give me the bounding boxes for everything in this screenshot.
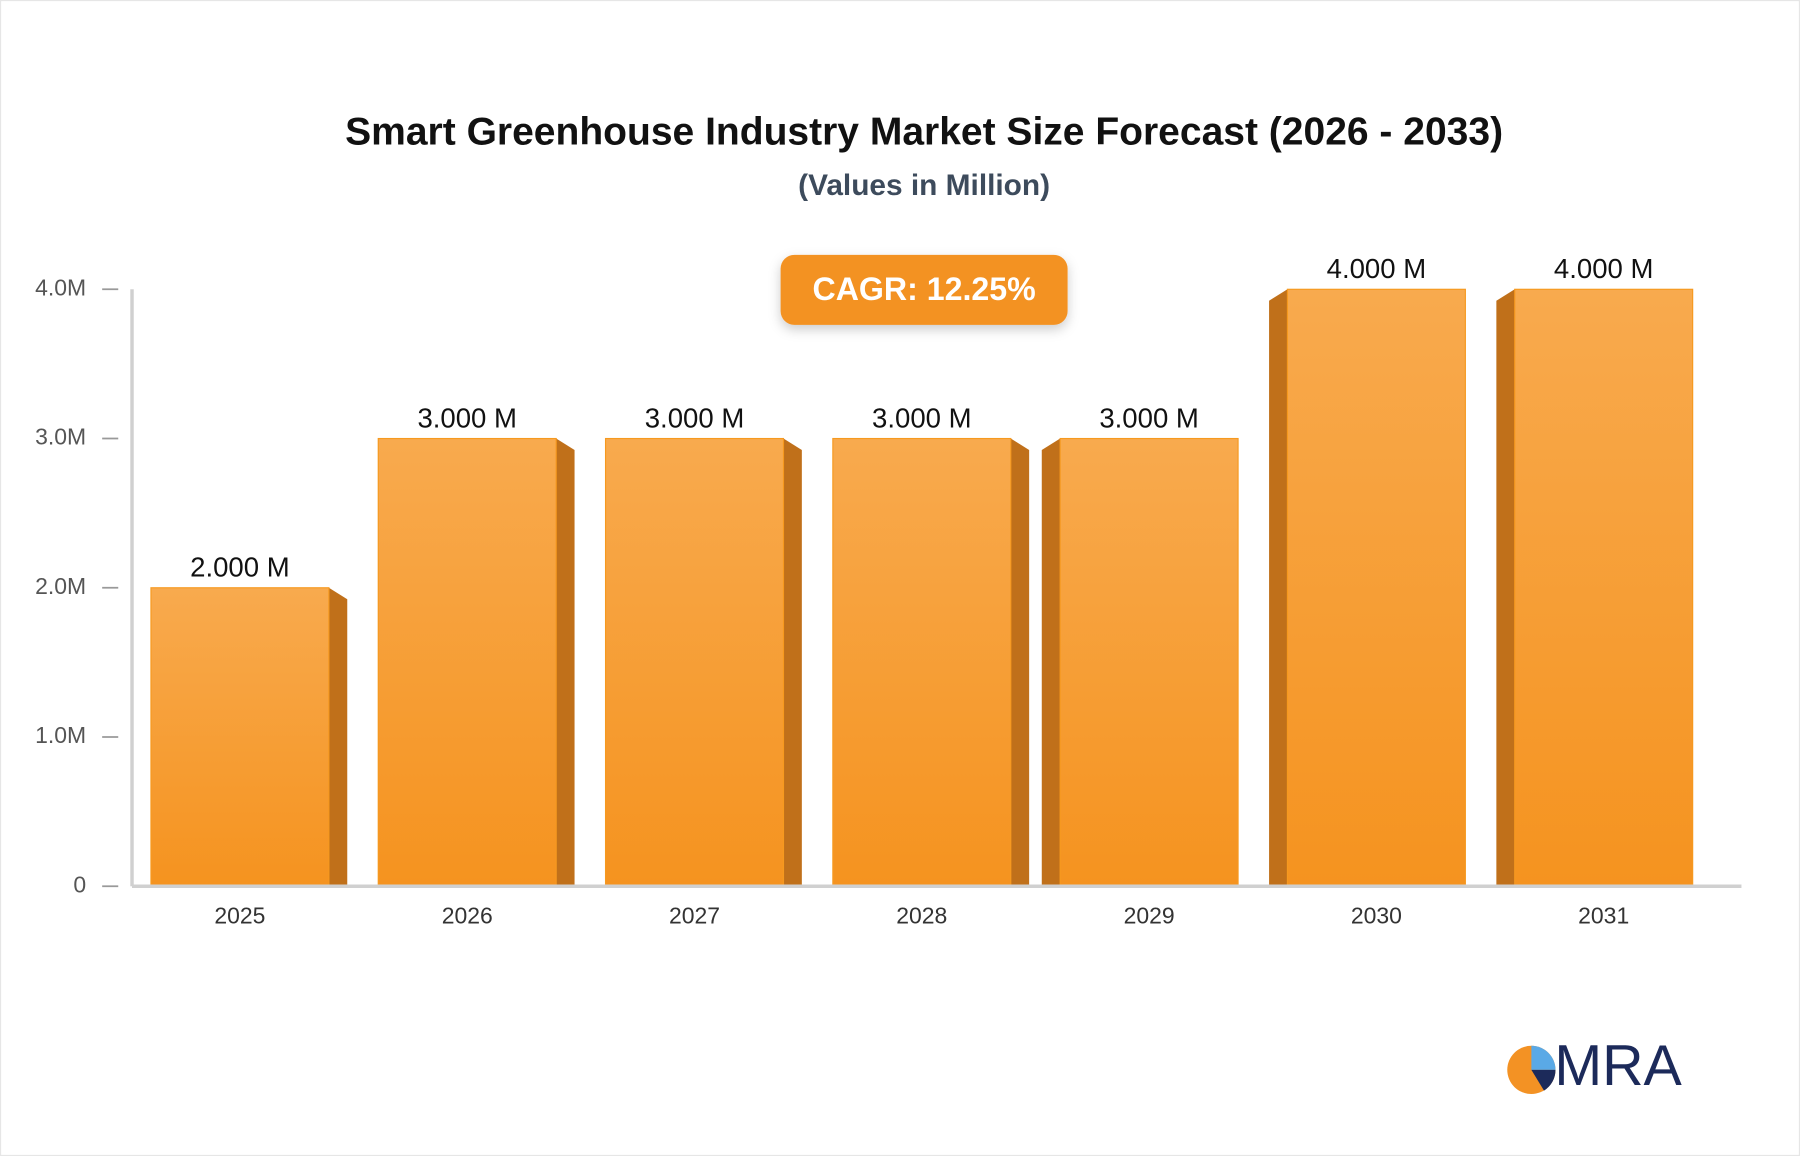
chart-title: Smart Greenhouse Industry Market Size Fo… bbox=[345, 111, 1503, 154]
bar-side bbox=[1010, 438, 1030, 887]
cagr-badge bbox=[780, 254, 1068, 325]
x-tick-label: 2026 bbox=[442, 902, 493, 928]
y-tick-label: 0 bbox=[73, 871, 86, 897]
bar bbox=[150, 587, 330, 887]
bar bbox=[1286, 288, 1466, 887]
bar bbox=[604, 437, 785, 887]
chart-subtitle: (Values in Million) bbox=[798, 169, 1050, 202]
value-label: 3.000 M bbox=[872, 402, 972, 433]
y-tick-label: 1.0M bbox=[35, 722, 86, 748]
bar bbox=[377, 437, 557, 887]
bar bbox=[832, 437, 1012, 887]
bar-side bbox=[783, 438, 802, 887]
y-tick-label: 4.0M bbox=[35, 274, 86, 300]
x-tick-label: 2029 bbox=[1124, 902, 1175, 928]
logo-text: MRA bbox=[1554, 1034, 1682, 1098]
cagr-label: CAGR: 12.25% bbox=[813, 271, 1036, 307]
value-label: 3.000 M bbox=[1099, 402, 1199, 433]
x-tick-label: 2030 bbox=[1351, 902, 1402, 928]
value-label: 3.000 M bbox=[417, 402, 517, 433]
bar-side bbox=[328, 587, 348, 887]
value-label: 3.000 M bbox=[645, 402, 745, 433]
x-tick-label: 2028 bbox=[896, 902, 947, 928]
value-label: 4.000 M bbox=[1554, 253, 1654, 284]
value-label: 4.000 M bbox=[1327, 253, 1427, 284]
bar-side bbox=[1041, 438, 1061, 887]
y-tick-label: 2.0M bbox=[35, 573, 86, 599]
bar-side bbox=[1496, 289, 1515, 887]
bar-side bbox=[556, 438, 575, 887]
bar bbox=[1059, 437, 1239, 887]
bar-side bbox=[1269, 289, 1288, 887]
x-tick-label: 2025 bbox=[214, 902, 265, 928]
x-tick-label: 2031 bbox=[1578, 902, 1629, 928]
logo-slice bbox=[1531, 1045, 1556, 1070]
logo-slice bbox=[1531, 1069, 1556, 1091]
logo: MRA bbox=[1507, 1034, 1683, 1098]
plot-area: 0 1.0M 2.0M 3.0M 4.0M 2025 2.000 M 2026 3.000 M 2… bbox=[35, 253, 1742, 928]
bar bbox=[1514, 288, 1694, 887]
y-tick-label: 3.0M bbox=[35, 424, 86, 450]
x-tick-label: 2027 bbox=[669, 902, 720, 928]
value-label: 2.000 M bbox=[190, 552, 290, 583]
